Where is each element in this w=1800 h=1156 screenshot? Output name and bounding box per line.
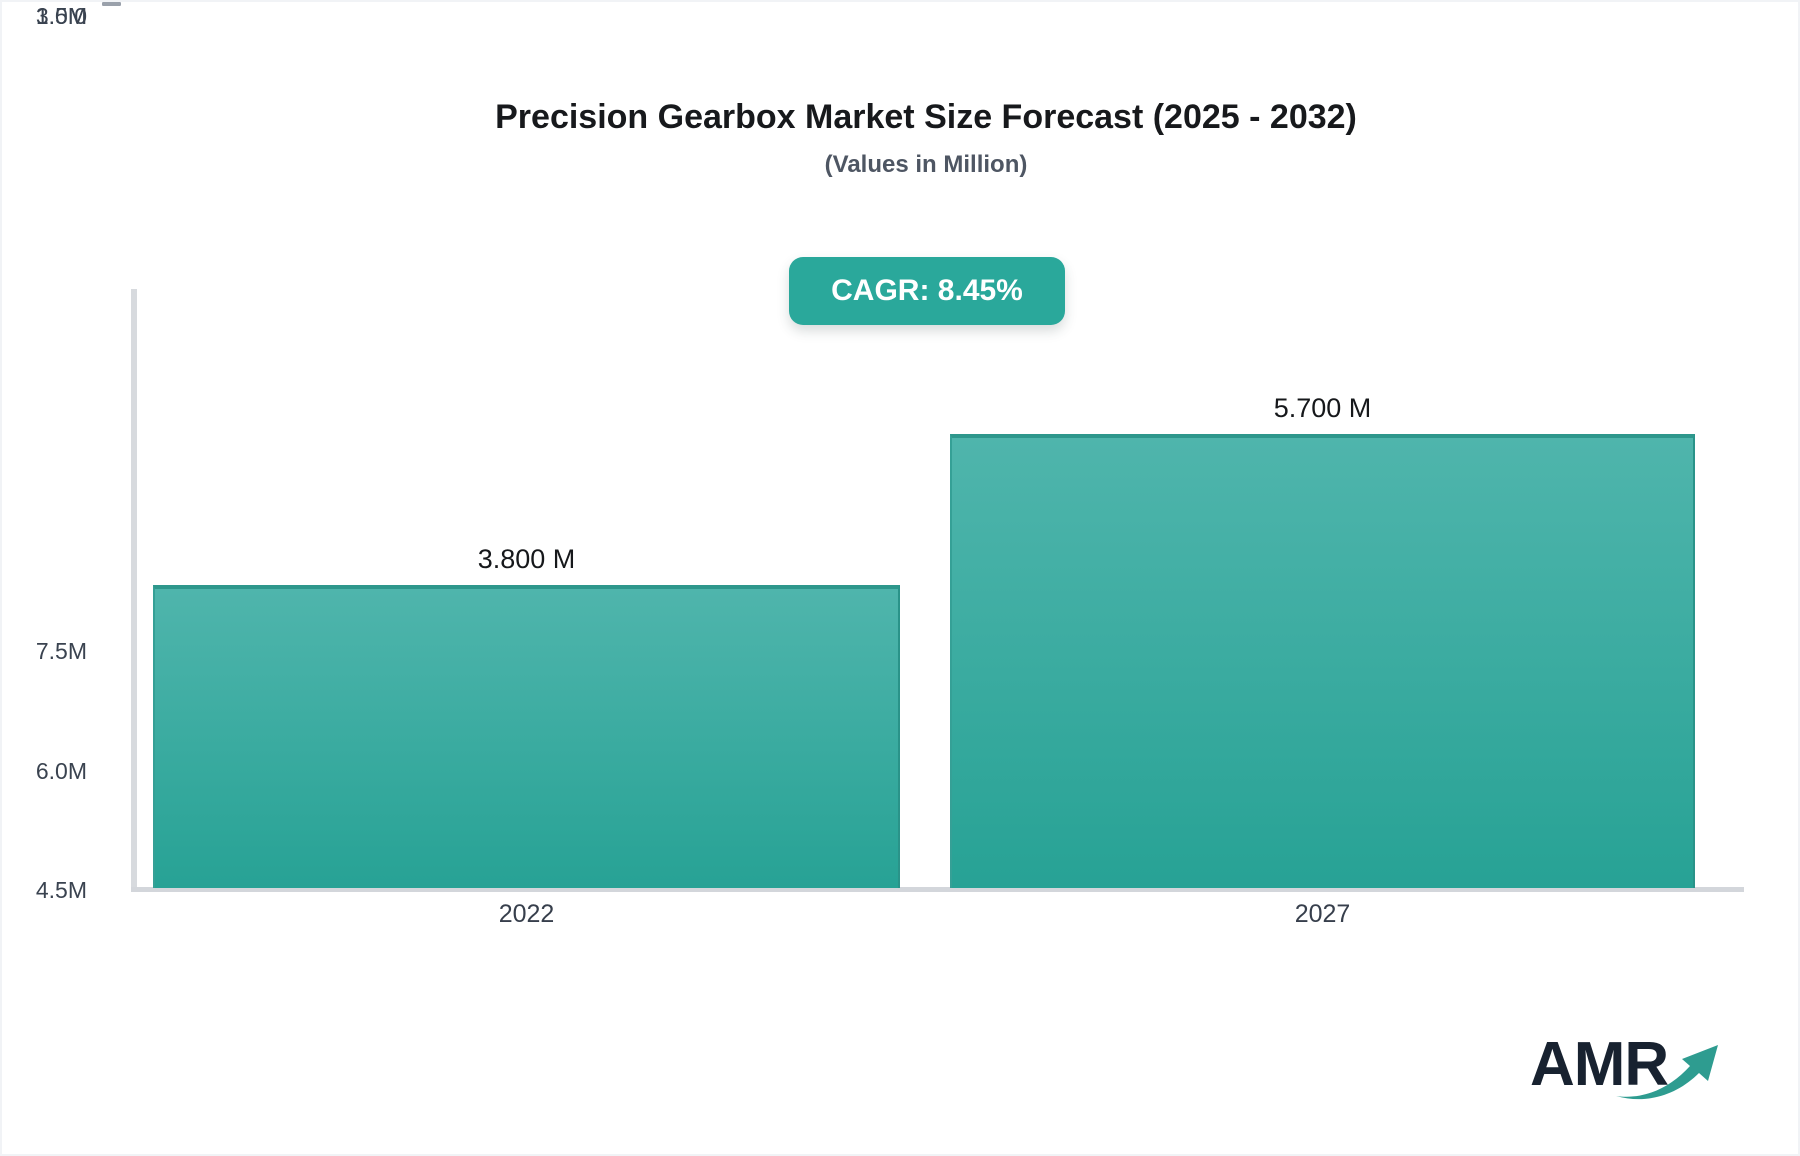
growth-arrow-icon <box>1616 1045 1718 1100</box>
y-tick-label: 4.5M <box>35 877 87 903</box>
x-axis-line <box>131 887 1744 892</box>
y-tick-label: 0 <box>74 3 87 29</box>
y-tick-label: 1.5M <box>35 3 87 29</box>
chart-subtitle: (Values in Million) <box>824 151 1028 178</box>
x-tick-label-2022: 2022 <box>498 900 555 928</box>
y-axis-line <box>131 289 137 891</box>
y-tick-label: 7.5M <box>35 638 87 664</box>
y-tick-label: 3.0M <box>35 3 87 29</box>
cagr-badge-label: CAGR: 8.45% <box>831 274 1023 307</box>
bar-2027 <box>950 434 1695 888</box>
chart-title: Precision Gearbox Market Size Forecast (… <box>495 98 1357 136</box>
bar-value-label-2022: 3.800 M <box>477 544 576 574</box>
bar-value-label-2027: 5.700 M <box>1273 393 1372 423</box>
y-tick-mark <box>102 2 121 6</box>
amr-logo-text: AMR <box>1530 1030 1669 1099</box>
amr-logo: AMR <box>1530 1034 1730 1114</box>
cagr-badge: CAGR: 8.45% <box>789 257 1065 325</box>
bar-2022 <box>153 585 900 888</box>
y-tick-label: 6.0M <box>35 758 87 784</box>
x-tick-label-2027: 2027 <box>1294 900 1351 928</box>
